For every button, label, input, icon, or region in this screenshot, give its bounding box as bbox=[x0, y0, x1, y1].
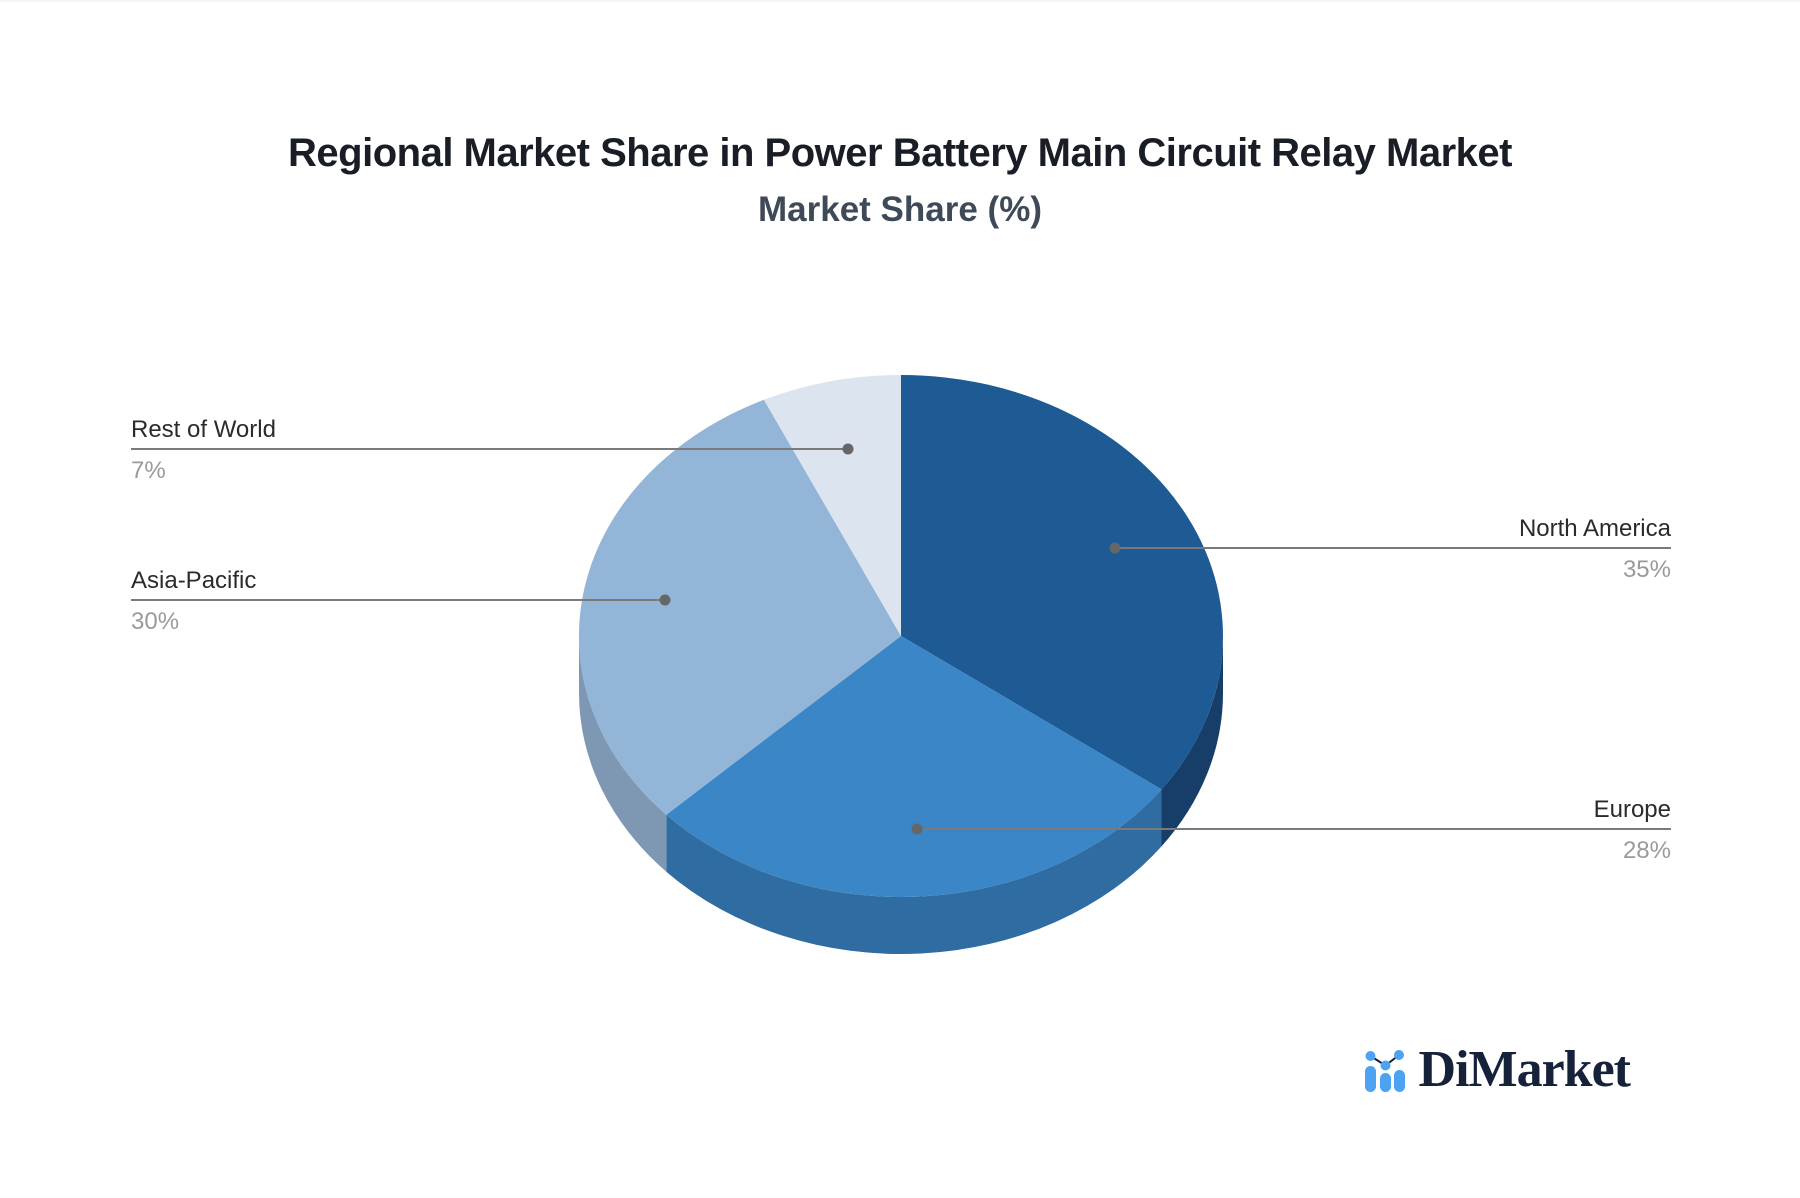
slice-label: Europe bbox=[1593, 796, 1671, 823]
callout-rest-of-world: Rest of World 7% bbox=[131, 416, 276, 484]
callout-asia-pacific: Asia-Pacific 30% bbox=[131, 567, 256, 635]
slice-value: 28% bbox=[1622, 837, 1671, 864]
chart-subtitle: Market Share (%) bbox=[758, 190, 1042, 229]
dimarket-logo: DiMarket bbox=[1364, 1041, 1631, 1098]
slice-value: 7% bbox=[131, 457, 166, 484]
slice-label: Rest of World bbox=[131, 416, 276, 443]
callout-europe: Europe 28% bbox=[1594, 796, 1671, 864]
slice-label: Asia-Pacific bbox=[131, 567, 257, 594]
logo-wordmark: DiMarket bbox=[1418, 1041, 1631, 1098]
bar-chart-with-trendline-icon bbox=[1364, 1050, 1405, 1092]
slice-label: North America bbox=[1518, 515, 1671, 542]
callout-north-america: North America 35% bbox=[1519, 515, 1671, 583]
chart-title: Regional Market Share in Power Battery M… bbox=[288, 131, 1512, 175]
slice-value: 35% bbox=[1622, 556, 1671, 583]
slice-value: 30% bbox=[131, 608, 180, 635]
